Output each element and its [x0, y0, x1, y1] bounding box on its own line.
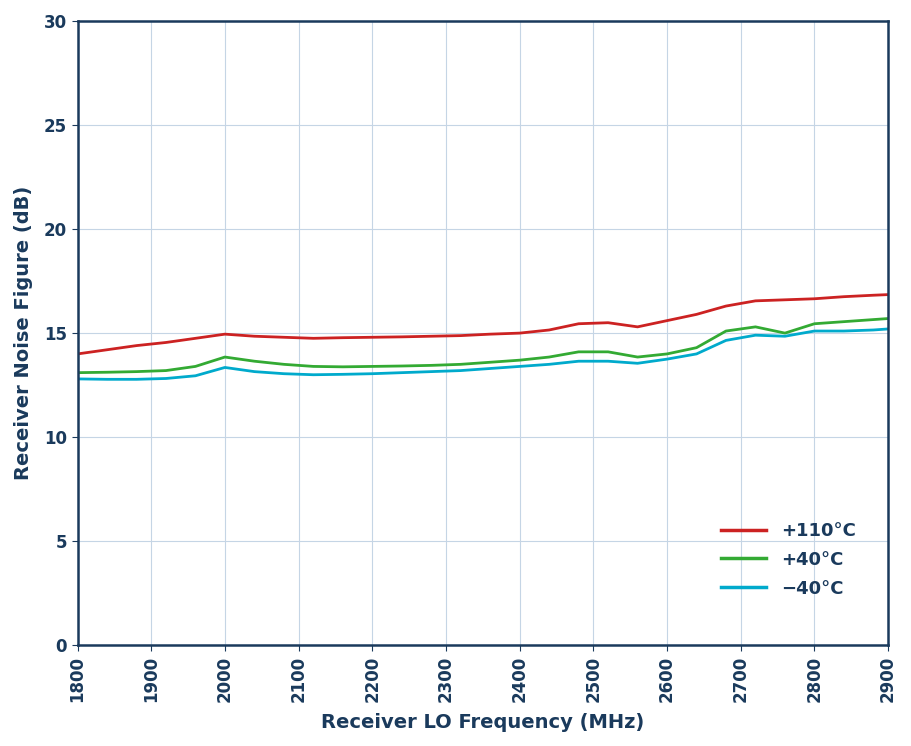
Y-axis label: Receiver Noise Figure (dB): Receiver Noise Figure (dB) [14, 186, 33, 480]
X-axis label: Receiver LO Frequency (MHz): Receiver LO Frequency (MHz) [322, 713, 644, 732]
Legend: +110°C, +40°C, −40°C: +110°C, +40°C, −40°C [714, 515, 863, 605]
